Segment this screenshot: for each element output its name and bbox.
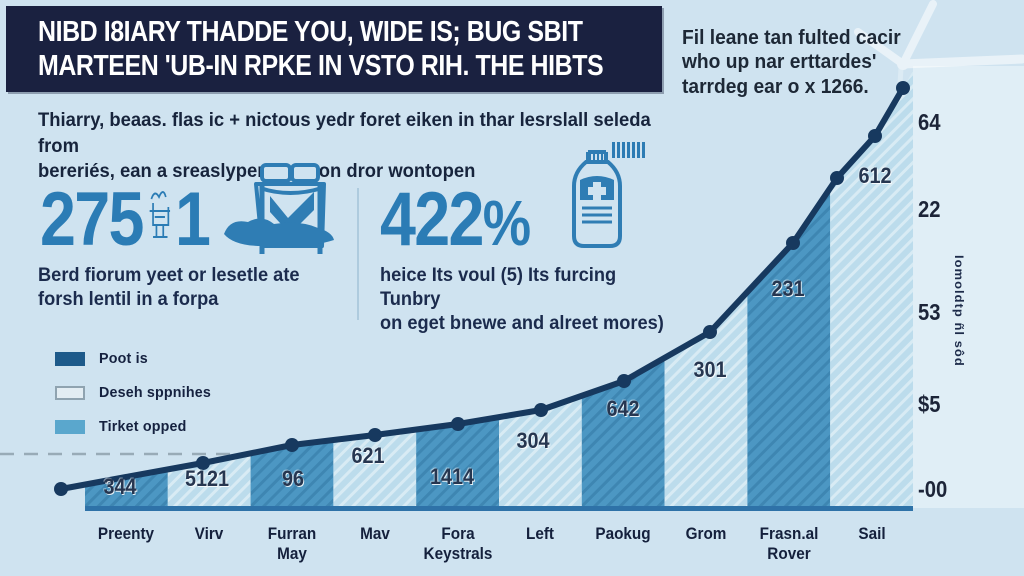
medicine-bottle-icon <box>572 150 622 248</box>
stat-2-unit: % <box>482 187 531 259</box>
legend-item-3: Tirket opped <box>55 416 217 437</box>
stat-2-value: 422 <box>380 177 484 262</box>
legend-item-2: Deseh sppnihes <box>55 382 217 403</box>
title-line-1: NIBD I8IARY THADDE YOU, WIDE IS; BUG SBI… <box>38 15 583 48</box>
legend-label-3: Tirket opped <box>99 418 187 435</box>
title-banner: NIBD I8IARY THADDE YOU, WIDE IS; BUG SBI… <box>6 6 662 92</box>
legend-label-2: Deseh sppnihes <box>99 384 211 401</box>
legend-swatch-outline <box>55 385 85 400</box>
barcode-decoration-icon <box>612 142 656 158</box>
legend-swatch-dark <box>55 351 85 366</box>
stats-divider <box>357 188 359 320</box>
legend-item-1: Poot is <box>55 348 217 369</box>
title-line-2: MARTEEN 'UB-IN RPKE IN VSTO RIH. THE HIB… <box>38 50 604 82</box>
sketch-cart-icon <box>149 191 170 238</box>
stat-2-number: 422% <box>380 182 531 259</box>
legend-label-1: Poot is <box>99 350 148 367</box>
stat-1-description: Berd fiorum yeet or lesetle ate forsh le… <box>38 265 300 310</box>
chart-legend: Poot is Deseh sppnihes Tirket opped <box>55 348 217 450</box>
stat-1-number: 275 1 <box>40 182 211 258</box>
legend-swatch-medium <box>55 419 85 434</box>
y-axis-title: Iomoldtp ñl sôd <box>952 255 967 367</box>
intro-text: Thiarry, beaas. flas ic + nictous yedr f… <box>38 110 651 183</box>
bed-check-icon <box>224 163 334 254</box>
stat-1-value: 275 <box>40 177 144 262</box>
stat-2-description: heice Its voul (5) Its furcing Tunbry on… <box>380 265 664 334</box>
top-right-note: Fil leane tan fulted cacir who up nar er… <box>682 27 901 98</box>
stat-1-suffix: 1 <box>174 177 211 262</box>
